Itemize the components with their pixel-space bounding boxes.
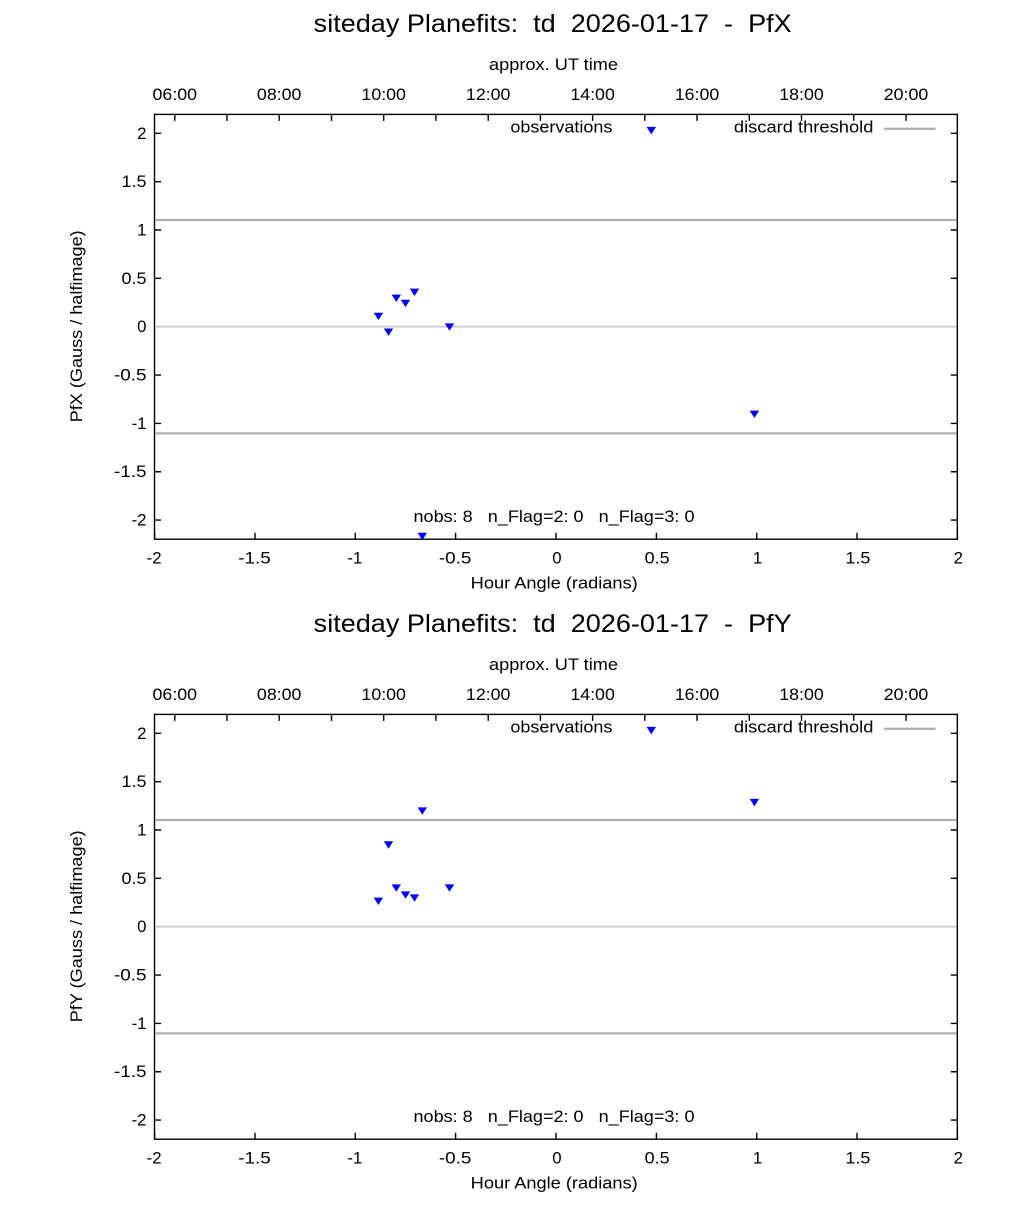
svg-text:2: 2: [137, 724, 146, 743]
svg-text:08:00: 08:00: [257, 685, 302, 704]
svg-text:approx. UT time: approx. UT time: [489, 55, 618, 74]
svg-text:2: 2: [137, 124, 146, 143]
svg-text:-1.5: -1.5: [238, 548, 271, 567]
svg-text:discard threshold: discard threshold: [734, 118, 874, 137]
svg-text:-1: -1: [347, 548, 362, 567]
svg-text:-0.5: -0.5: [439, 1148, 472, 1167]
svg-text:2: 2: [954, 548, 963, 567]
svg-text:18:00: 18:00: [779, 685, 824, 704]
svg-text:16:00: 16:00: [675, 85, 720, 104]
svg-text:observations: observations: [510, 118, 612, 137]
svg-text:1: 1: [753, 548, 762, 567]
svg-text:1: 1: [137, 221, 146, 240]
svg-text:nobs: 8 n_Flag=2: 0 n_Flag: nobs: 8 n_Flag=2: 0 n_Flag=3: 0: [414, 1107, 695, 1126]
svg-text:12:00: 12:00: [466, 685, 511, 704]
svg-text:0.5: 0.5: [122, 869, 147, 888]
svg-text:-2: -2: [132, 1111, 147, 1130]
svg-text:0.5: 0.5: [645, 1148, 670, 1167]
svg-text:PfY (Gauss / halfimage): PfY (Gauss / halfimage): [67, 830, 86, 1022]
svg-text:discard threshold: discard threshold: [734, 718, 874, 737]
svg-text:10:00: 10:00: [361, 685, 406, 704]
svg-text:16:00: 16:00: [675, 685, 720, 704]
svg-text:0: 0: [552, 1148, 561, 1167]
svg-text:siteday Planefits: td 2026-0: siteday Planefits: td 2026-01-17 - PfX: [314, 10, 792, 38]
svg-text:20:00: 20:00: [884, 685, 929, 704]
svg-text:1.5: 1.5: [122, 772, 147, 791]
svg-text:1.5: 1.5: [845, 1148, 870, 1167]
svg-text:siteday Planefits: td 2026-0: siteday Planefits: td 2026-01-17 - PfY: [314, 610, 792, 638]
svg-text:20:00: 20:00: [884, 85, 929, 104]
svg-text:06:00: 06:00: [153, 85, 198, 104]
svg-text:0: 0: [137, 317, 146, 336]
svg-text:-0.5: -0.5: [439, 548, 472, 567]
svg-text:1: 1: [137, 821, 146, 840]
svg-text:0: 0: [137, 917, 146, 936]
svg-text:08:00: 08:00: [257, 85, 302, 104]
svg-text:10:00: 10:00: [361, 85, 406, 104]
svg-text:-2: -2: [147, 548, 162, 567]
svg-text:1: 1: [753, 1148, 762, 1167]
svg-text:14:00: 14:00: [570, 85, 615, 104]
svg-text:-0.5: -0.5: [114, 366, 147, 385]
svg-text:-1: -1: [132, 414, 147, 433]
svg-text:approx. UT time: approx. UT time: [489, 655, 618, 674]
svg-text:14:00: 14:00: [570, 685, 615, 704]
svg-text:observations: observations: [510, 718, 612, 737]
svg-text:0.5: 0.5: [645, 548, 670, 567]
svg-text:-1.5: -1.5: [238, 1148, 271, 1167]
svg-text:Hour Angle (radians): Hour Angle (radians): [471, 574, 638, 593]
svg-text:18:00: 18:00: [779, 85, 824, 104]
svg-text:-1.5: -1.5: [114, 1062, 147, 1081]
svg-text:1.5: 1.5: [122, 172, 147, 191]
svg-text:06:00: 06:00: [153, 685, 198, 704]
svg-text:0.5: 0.5: [122, 269, 147, 288]
svg-text:2: 2: [954, 1148, 963, 1167]
svg-text:nobs: 8 n_Flag=2: 0 n_Flag: nobs: 8 n_Flag=2: 0 n_Flag=3: 0: [414, 507, 695, 526]
svg-text:Hour Angle (radians): Hour Angle (radians): [471, 1174, 638, 1193]
svg-text:-0.5: -0.5: [114, 966, 147, 985]
svg-text:-1: -1: [347, 1148, 362, 1167]
svg-text:1.5: 1.5: [845, 548, 870, 567]
svg-text:-2: -2: [132, 511, 147, 530]
svg-text:-2: -2: [147, 1148, 162, 1167]
svg-text:-1: -1: [132, 1014, 147, 1033]
svg-text:-1.5: -1.5: [114, 462, 147, 481]
svg-text:0: 0: [552, 548, 561, 567]
svg-text:12:00: 12:00: [466, 85, 511, 104]
svg-text:PfX (Gauss / halfimage): PfX (Gauss / halfimage): [67, 230, 86, 422]
